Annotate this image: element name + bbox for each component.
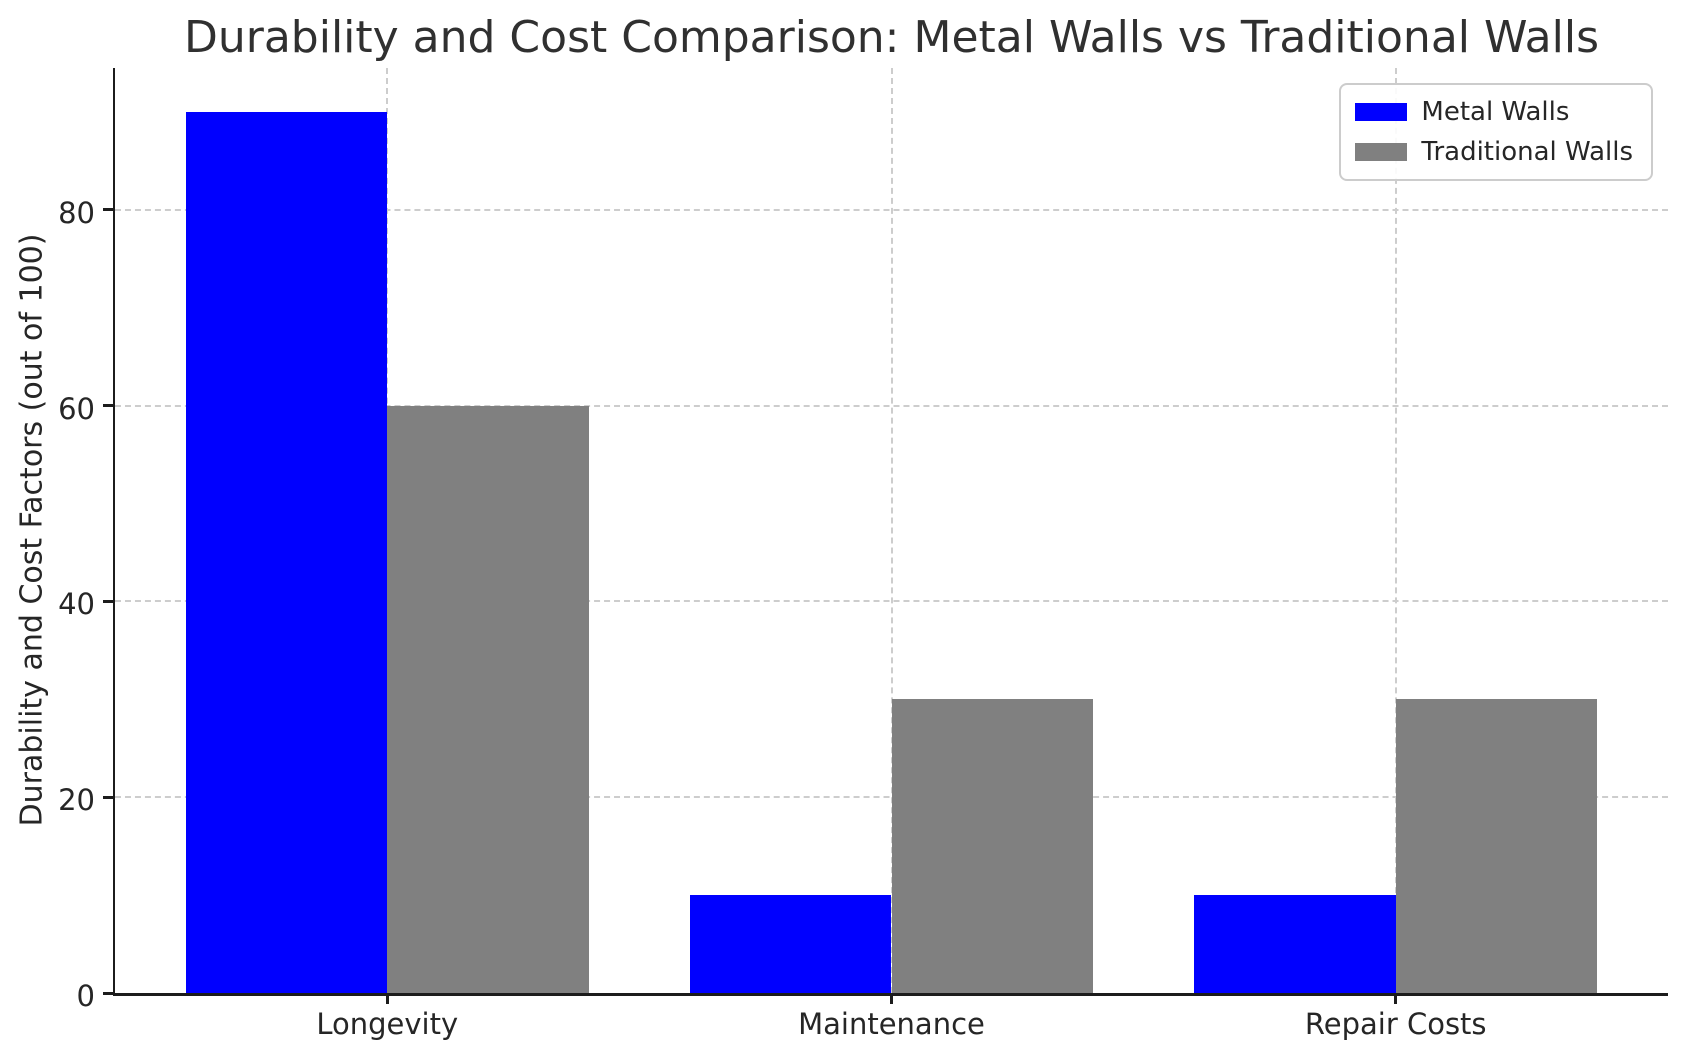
x-tick-label-repair-costs: Repair Costs [1304, 1007, 1487, 1041]
y-tick-label: 20 [58, 783, 95, 818]
bar-traditional-walls-repair-costs [1395, 699, 1598, 993]
x-tick-label-maintenance: Maintenance [798, 1007, 985, 1041]
y-tick-mark [103, 599, 113, 603]
y-tick-mark [103, 991, 113, 995]
gridline-vertical [890, 68, 893, 993]
x-tick-mark [890, 996, 893, 1004]
y-tick-label: 40 [58, 587, 95, 622]
chart-title: Durability and Cost Comparison: Metal Wa… [183, 12, 1600, 63]
legend-item-metal-walls: Metal Walls [1355, 97, 1633, 127]
legend-label-traditional-walls: Traditional Walls [1421, 137, 1633, 167]
y-tick-mark [103, 795, 113, 799]
bar-traditional-walls-maintenance [891, 699, 1094, 993]
y-tick-label: 60 [58, 391, 95, 426]
bar-metal-walls-longevity [185, 112, 388, 993]
y-tick-label: 80 [58, 195, 95, 230]
traditional-walls-swatch-icon [1355, 143, 1408, 161]
y-tick-mark [103, 404, 113, 408]
bar-traditional-walls-longevity [387, 405, 589, 993]
gridline-vertical [1394, 68, 1397, 993]
legend-item-traditional-walls: Traditional Walls [1355, 137, 1633, 167]
plot-area [113, 68, 1668, 996]
x-tick-mark [385, 996, 389, 1004]
bar-metal-walls-maintenance [689, 895, 892, 993]
metal-walls-swatch-icon [1355, 103, 1408, 121]
y-axis-label: Durability and Cost Factors (out of 100) [14, 233, 50, 827]
legend: Metal Walls Traditional Walls [1339, 83, 1653, 181]
y-tick-label: 0 [76, 979, 95, 1013]
bar-metal-walls-repair-costs [1194, 895, 1396, 993]
legend-label-metal-walls: Metal Walls [1421, 97, 1570, 127]
x-tick-mark [1394, 996, 1398, 1004]
x-tick-label-longevity: Longevity [316, 1007, 459, 1041]
y-tick-mark [103, 208, 113, 212]
